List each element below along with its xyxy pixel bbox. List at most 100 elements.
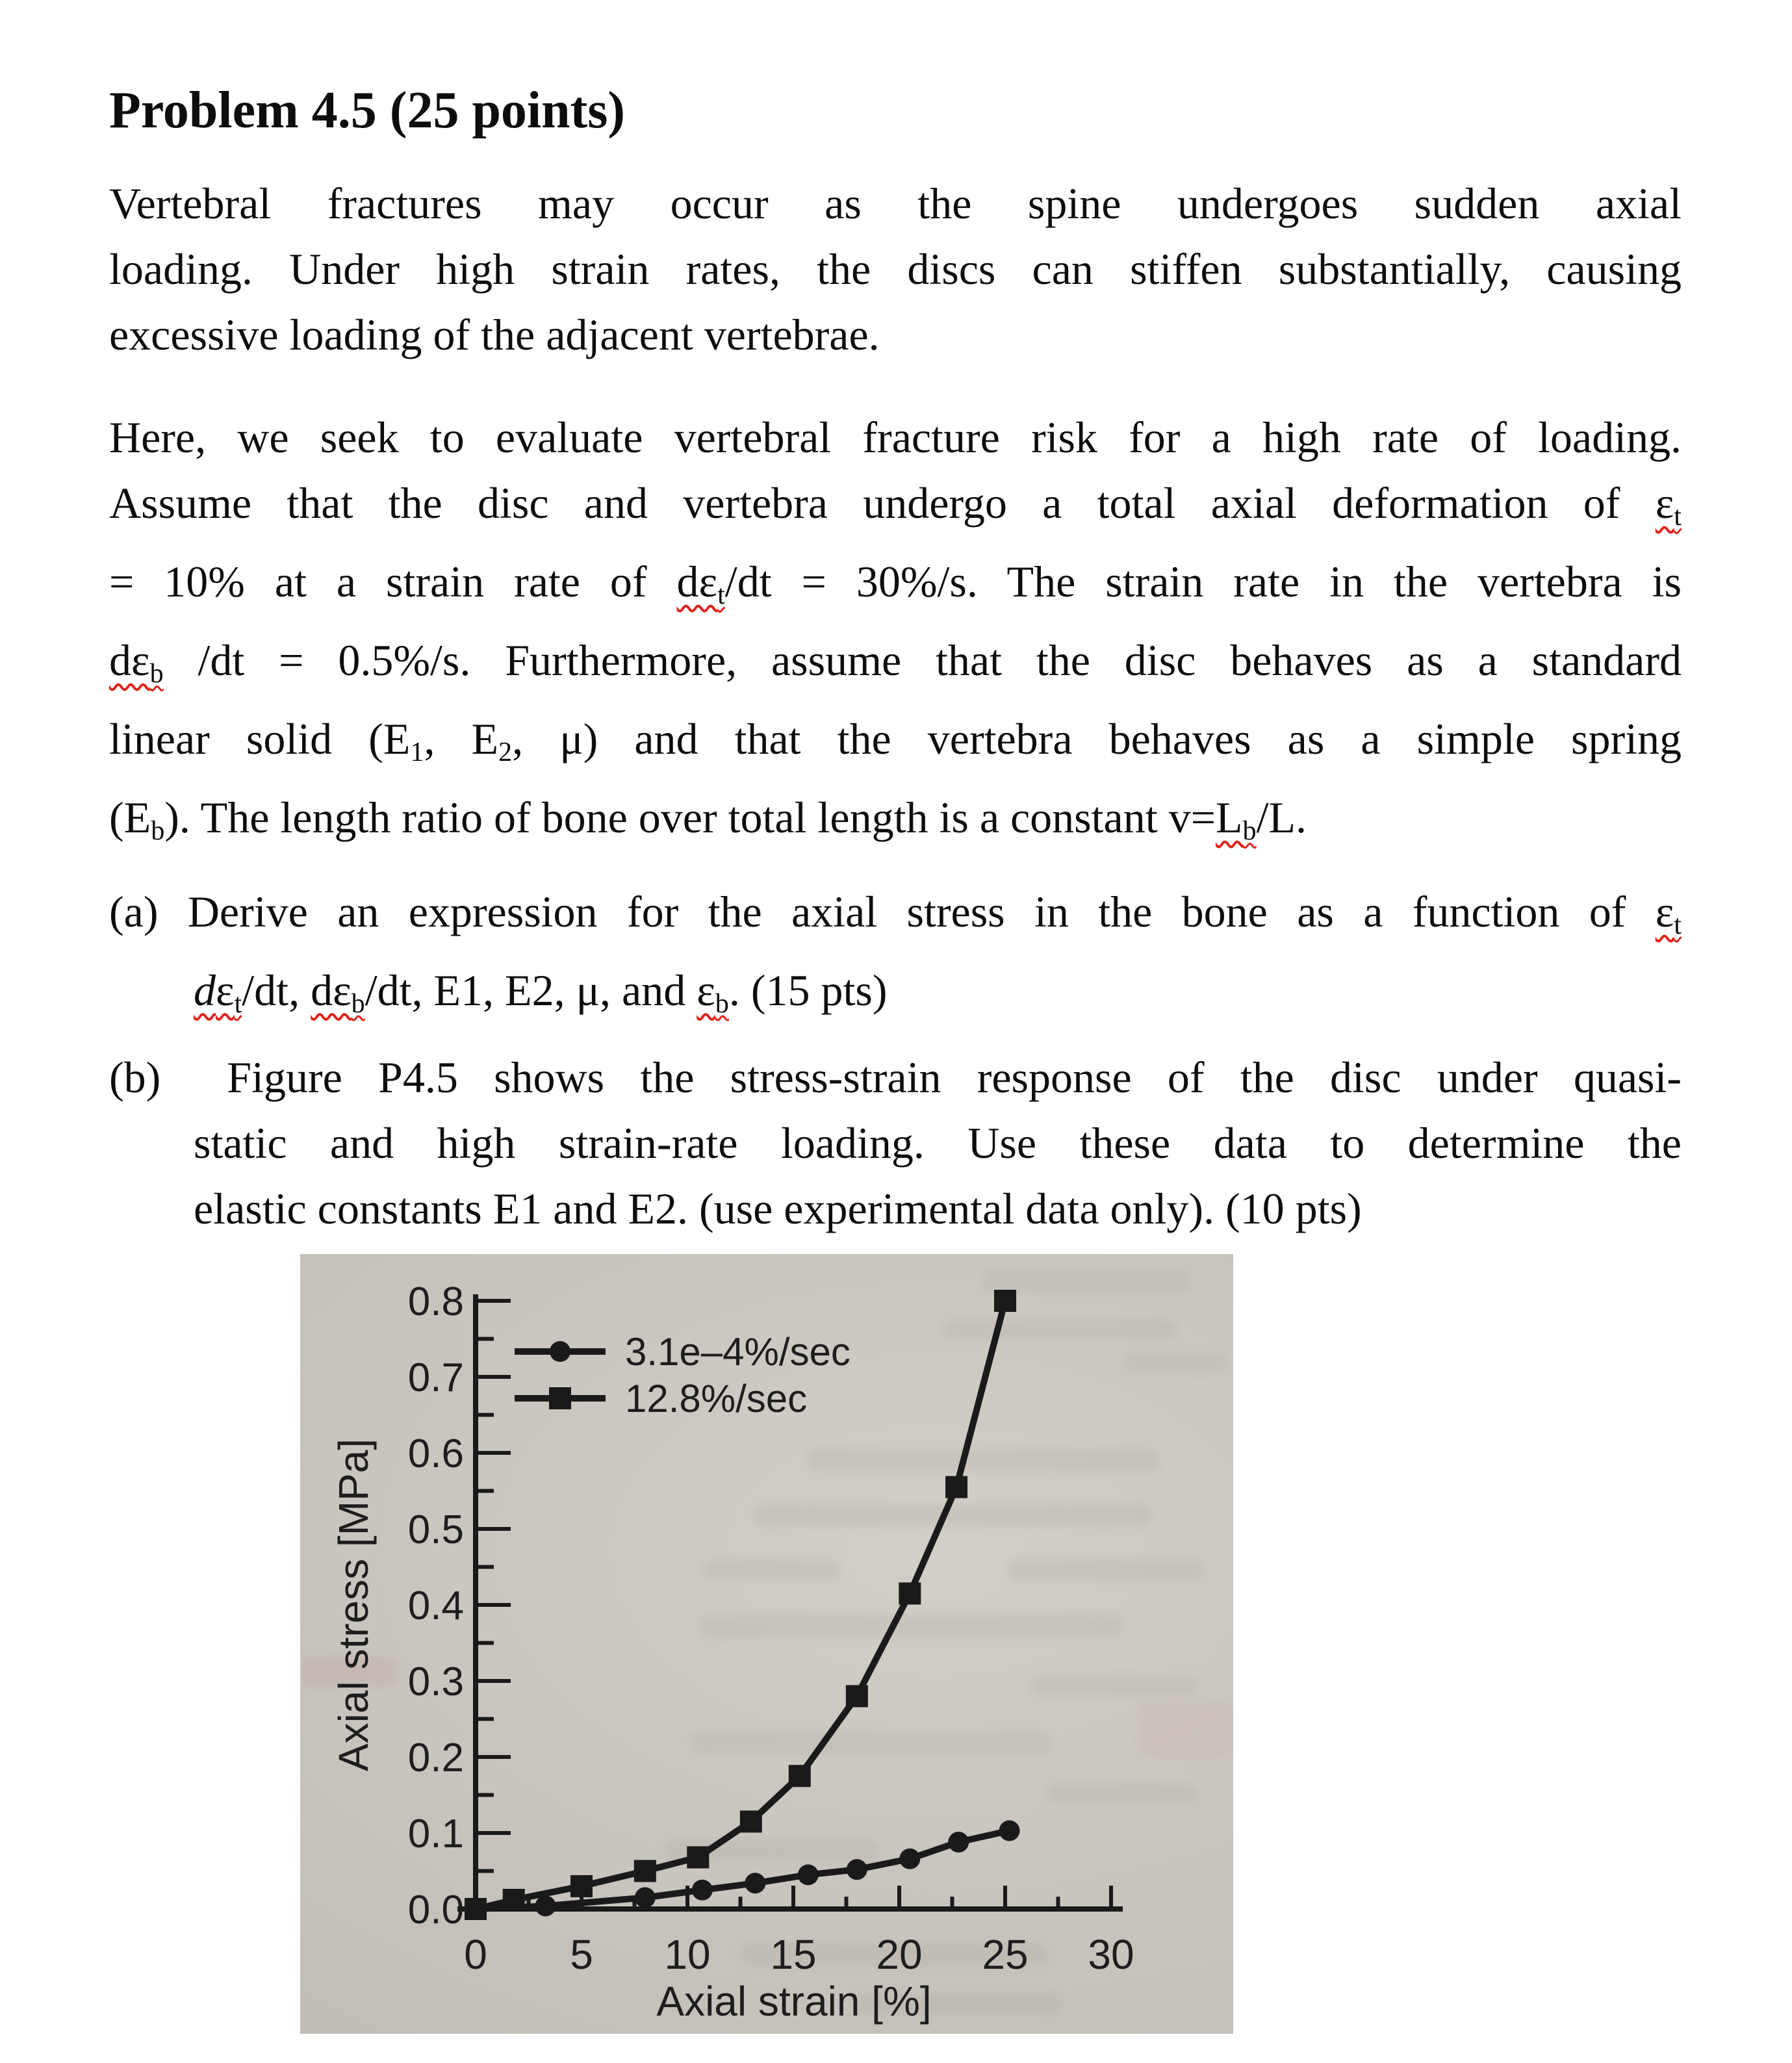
circle-marker <box>691 1879 713 1901</box>
spellcheck-squiggle-text: ε <box>697 965 715 1015</box>
series-square <box>465 1289 1016 1920</box>
x-tick-label: 0 <box>464 1931 487 1978</box>
square-marker <box>788 1764 811 1787</box>
series-circle <box>465 1820 1020 1919</box>
para-setup-line: dεb /dt = 0.5%/s. Furthermore, assume th… <box>109 628 1682 706</box>
square-marker <box>502 1888 525 1911</box>
bleedthrough-smudge <box>807 1448 1158 1471</box>
para-intro-line: loading. Under high strain rates, the di… <box>109 237 1682 302</box>
spellcheck-squiggle-text: b <box>715 988 729 1019</box>
spellcheck-squiggle-text: t <box>1674 500 1682 532</box>
document-text: Problem 4.5 (25 points) Vertebral fractur… <box>109 75 1682 1242</box>
square-marker <box>845 1685 868 1708</box>
para-setup-line: Here, we seek to evaluate vertebral frac… <box>109 405 1682 470</box>
bleedthrough-smudge <box>690 1731 1051 1754</box>
text-run: elastic constants E1 and E2. (use experi… <box>194 1183 1362 1233</box>
legend-label: 3.1e–4%/sec <box>625 1330 851 1374</box>
item-b: (b) Figure P4.5 shows the stress-strain … <box>109 1045 1682 1242</box>
y-axis-title: Axial stress [MPa] <box>330 1439 377 1771</box>
circle-marker <box>948 1831 969 1852</box>
square-marker <box>739 1810 762 1833</box>
spellcheck-squiggle-text: ε <box>216 965 235 1015</box>
square-marker <box>634 1860 656 1882</box>
square-marker <box>549 1387 571 1409</box>
x-tick-label: 20 <box>876 1931 922 1978</box>
square-marker <box>570 1875 593 1897</box>
text-run: Here, we seek to evaluate vertebral frac… <box>109 413 1682 462</box>
stress-strain-chart: 0 5 10 15 20 25 30 0.0 0.1 0.2 0.3 0.4 0.5 0.6 0.7 0.8 3… <box>300 1270 1233 2025</box>
bleedthrough-smudge <box>1031 1676 1197 1696</box>
item-b-line: static and high strain-rate loading. Use… <box>109 1110 1682 1176</box>
bleedthrough-smudge <box>982 1270 1190 1292</box>
block-title-line: Problem 4.5 (25 points) <box>109 75 1682 146</box>
spellcheck-squiggle-text: t <box>1674 909 1682 940</box>
y-tick-label: 0.2 <box>408 1736 464 1780</box>
figure-p4-5-photo: 0 5 10 15 20 25 30 0.0 0.1 0.2 0.3 0.4 0.5 0.6 0.7 0.8 3… <box>300 1253 1233 2034</box>
text-run: ). The length ratio of bone over total l… <box>164 792 1216 842</box>
circle-marker <box>899 1848 921 1869</box>
x-tick-label: 10 <box>664 1931 710 1978</box>
legend-label: 12.8%/sec <box>625 1377 807 1420</box>
y-tick-label: 0.5 <box>408 1507 464 1552</box>
bleedthrough-smudge <box>1123 1352 1227 1372</box>
text-run: linear solid (E <box>109 713 411 763</box>
axes <box>457 1294 1123 1912</box>
text-run: (E <box>109 792 151 842</box>
y-tick-label: 0.8 <box>408 1279 464 1324</box>
x-tick-label: 25 <box>982 1931 1028 1978</box>
circle-marker <box>846 1858 867 1880</box>
spellcheck-squiggle-text: ε <box>1655 886 1674 936</box>
x-tick-label: 30 <box>1088 1931 1134 1978</box>
x-axis-title: Axial strain [%] <box>656 1978 931 2025</box>
block-title: Problem 4.5 (25 points) <box>109 75 1682 146</box>
spellcheck-squiggle-text: dε <box>109 635 150 685</box>
circle-marker <box>550 1340 570 1362</box>
square-marker <box>899 1582 921 1605</box>
text-run: 2 <box>498 736 513 767</box>
spellcheck-squiggle-text: dε <box>311 965 352 1015</box>
para-intro-line: excessive loading of the adjacent verteb… <box>109 302 1682 368</box>
text-run: Assume that the disc and vertebra underg… <box>109 478 1656 528</box>
square-marker <box>994 1289 1016 1312</box>
bleedthrough-smudge <box>1008 1559 1203 1580</box>
text-run: /dt, <box>242 965 311 1015</box>
bleedthrough-smudge <box>943 1318 1177 1339</box>
text-run: Vertebral fractures may occur as the spi… <box>109 179 1682 228</box>
x-tick-label: 5 <box>570 1931 593 1978</box>
text-run: /dt = 0.5%/s. Furthermore, assume that t… <box>163 635 1682 685</box>
y-tick-label: 0.6 <box>408 1431 464 1476</box>
bleedthrough-smudge <box>300 1656 398 1687</box>
bleedthrough-smudge <box>1047 1783 1197 1803</box>
text-run: 1 <box>410 736 424 767</box>
bleedthrough-smudge <box>852 1994 1060 2014</box>
spellcheck-squiggle-text: d <box>194 965 216 1015</box>
para-setup: Here, we seek to evaluate vertebral frac… <box>109 405 1682 864</box>
text-run: loading. Under high strain rates, the di… <box>109 244 1682 294</box>
item-a-line: dεt/dt, dεb/dt, E1, E2, μ, and εb. (15 p… <box>109 958 1682 1036</box>
circle-marker <box>797 1864 819 1886</box>
text-run: (a) Derive an expression for the axial s… <box>109 886 1656 936</box>
text-run: , E <box>424 713 499 763</box>
circle-marker <box>634 1887 656 1908</box>
para-setup-line: (Eb). The length ratio of bone over tota… <box>109 785 1682 864</box>
text-run: /dt, E1, E2, μ, and <box>365 965 697 1015</box>
spellcheck-squiggle-text: b <box>149 658 164 689</box>
bleedthrough-smudge <box>703 1559 839 1579</box>
bleedthrough-smudge <box>742 1942 1047 1965</box>
square-marker <box>465 1897 487 1920</box>
spellcheck-squiggle-text: ε <box>1655 478 1674 528</box>
x-tick-label: 15 <box>770 1931 816 1978</box>
text-run: /L. <box>1256 792 1307 842</box>
y-tick-label: 0.4 <box>408 1583 464 1628</box>
spellcheck-squiggle-text: dε <box>676 556 718 606</box>
item-a-line: (a) Derive an expression for the axial s… <box>109 879 1682 958</box>
item-b-line: (b) Figure P4.5 shows the stress-strain … <box>109 1045 1682 1110</box>
text-run: Problem 4.5 (25 points) <box>109 82 626 139</box>
para-setup-line: Assume that the disc and vertebra underg… <box>109 470 1682 549</box>
y-tick-labels: 0.0 0.1 0.2 0.3 0.4 0.5 0.6 0.7 0.8 <box>408 1279 464 1932</box>
y-tick-label: 0.3 <box>408 1659 464 1704</box>
x-tick-labels: 0 5 10 15 20 25 30 <box>464 1931 1134 1978</box>
spellcheck-squiggle-text: t <box>717 579 725 610</box>
